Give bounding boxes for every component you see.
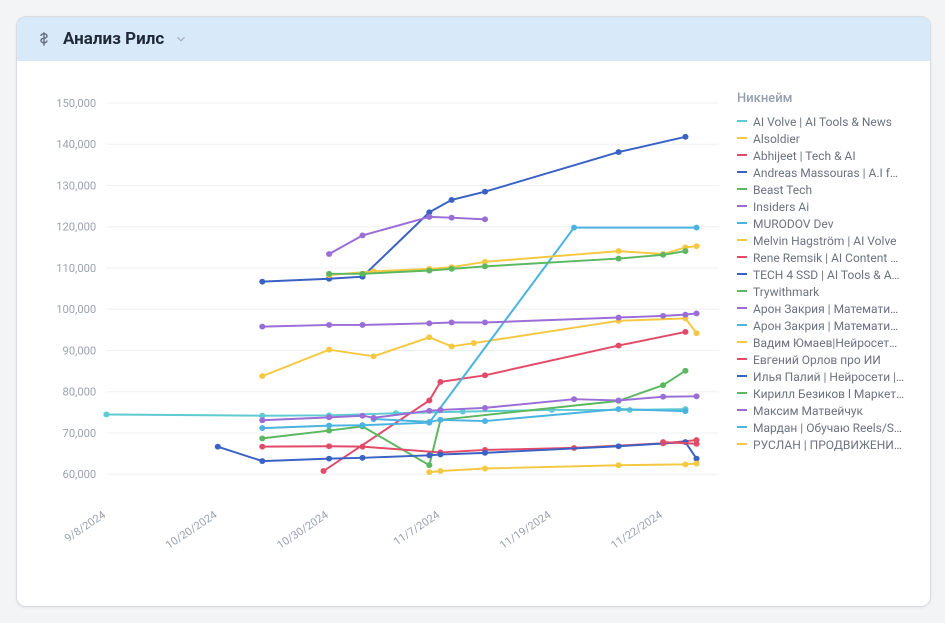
legend-item[interactable]: AI Volve | AI Tools & News — [737, 114, 912, 130]
y-tick-label: 70,000 — [63, 427, 97, 440]
legend-label: Beast Tech — [753, 182, 812, 198]
legend-swatch — [737, 392, 747, 396]
dollar-icon — [35, 30, 53, 48]
x-tick-label: 11/19/2024 — [497, 508, 553, 551]
legend-label: Илья Палий | Нейросети |… — [753, 369, 904, 385]
line-chart: 60,000 70,000 80,000 90,000 100,000 110,000 12… — [35, 85, 729, 573]
legend-item[interactable]: Вадим Юмаев|Нейросет… — [737, 335, 912, 351]
series----------------- — [259, 393, 699, 423]
legend-item[interactable]: MURODOV Dev — [737, 216, 912, 232]
legend-swatch — [737, 154, 747, 158]
legend: Никнейм AI Volve | AI Tools & NewsAlsold… — [737, 85, 912, 573]
legend-label: AI Volve | AI Tools & News — [753, 114, 892, 130]
legend-label: Abhijeet | Tech & AI — [753, 148, 856, 164]
legend-item[interactable]: Trywithmark — [737, 284, 912, 300]
legend-label: Мардан | Обучаю Reels/S… — [753, 420, 902, 436]
chevron-down-icon[interactable] — [174, 32, 188, 46]
legend-label: Евгений Орлов про ИИ — [753, 352, 881, 368]
x-tick-label: 10/30/2024 — [274, 508, 330, 551]
series---------------------- — [426, 461, 699, 476]
legend-swatch — [737, 358, 747, 362]
legend-item[interactable]: TECH 4 SSD | AI Tools & A… — [737, 267, 912, 283]
card-header[interactable]: Анализ Рилс — [17, 17, 930, 61]
legend-item[interactable]: Andreas Massouras | A.I f… — [737, 165, 912, 181]
legend-label: Арон Закрия | Математи… — [753, 318, 898, 334]
legend-label: Insiders Ai — [753, 199, 809, 215]
y-tick-label: 100,000 — [56, 303, 96, 316]
legend-swatch — [737, 239, 747, 243]
series-insiders-ai — [326, 214, 488, 257]
legend-swatch — [737, 273, 747, 277]
legend-label: TECH 4 SSD | AI Tools & A… — [753, 267, 900, 283]
x-tick-label: 11/22/2024 — [608, 508, 664, 551]
y-tick-label: 80,000 — [63, 386, 97, 399]
legend-label: Melvin Hagström | AI Volve — [753, 233, 897, 249]
legend-item[interactable]: Максим Матвейчук — [737, 403, 912, 419]
legend-label: Арон Закрия | Математи… — [753, 301, 898, 317]
legend-item[interactable]: Abhijeet | Tech & AI — [737, 148, 912, 164]
legend-item[interactable]: РУСЛАН | ПРОДВИЖЕНИ… — [737, 437, 912, 453]
legend-label: Alsoldier — [753, 131, 800, 147]
analysis-card: Анализ Рилс 60,000 70,000 80,000 90,000 100,… — [16, 16, 931, 607]
legend-swatch — [737, 443, 747, 447]
plot-area: 60,000 70,000 80,000 90,000 100,000 110,000 12… — [35, 85, 729, 573]
legend-label: РУСЛАН | ПРОДВИЖЕНИ… — [753, 437, 902, 453]
y-tick-label: 120,000 — [56, 221, 96, 234]
legend-item[interactable]: Alsoldier — [737, 131, 912, 147]
x-tick-label: 9/8/2024 — [62, 508, 108, 544]
legend-label: Trywithmark — [753, 284, 819, 300]
legend-swatch — [737, 120, 747, 124]
legend-item[interactable]: Мардан | Обучаю Reels/S… — [737, 420, 912, 436]
y-tick-label: 60,000 — [63, 468, 97, 481]
y-tick-label: 140,000 — [56, 138, 96, 151]
chart-body: 60,000 70,000 80,000 90,000 100,000 110,000 12… — [17, 61, 930, 581]
y-tick-label: 90,000 — [63, 345, 97, 358]
y-tick-label: 130,000 — [56, 180, 96, 193]
legend-items: AI Volve | AI Tools & NewsAlsoldierAbhij… — [737, 114, 912, 453]
legend-item[interactable]: Insiders Ai — [737, 199, 912, 215]
y-tick-label: 110,000 — [56, 262, 96, 275]
legend-item[interactable]: Beast Tech — [737, 182, 912, 198]
legend-swatch — [737, 324, 747, 328]
legend-item[interactable]: Арон Закрия | Математи… — [737, 301, 912, 317]
legend-swatch — [737, 222, 747, 226]
card-title: Анализ Рилс — [63, 29, 164, 49]
legend-item[interactable]: Rene Remsik | AI Content … — [737, 250, 912, 266]
x-tick-label: 11/7/2024 — [391, 508, 442, 548]
series-andreas-massouras---a-i-f- — [259, 134, 688, 285]
legend-label: Вадим Юмаев|Нейросет… — [753, 335, 897, 351]
legend-label: Rene Remsik | AI Content … — [753, 250, 898, 266]
legend-label: Максим Матвейчук — [753, 403, 863, 419]
legend-title: Никнейм — [737, 91, 912, 106]
x-tick-label: 10/20/2024 — [163, 508, 219, 551]
legend-swatch — [737, 307, 747, 311]
legend-item[interactable]: Melvin Hagström | AI Volve — [737, 233, 912, 249]
legend-swatch — [737, 375, 747, 379]
legend-swatch — [737, 256, 747, 260]
legend-item[interactable]: Кирилл Безиков l Маркет… — [737, 386, 912, 402]
legend-swatch — [737, 409, 747, 413]
legend-swatch — [737, 341, 747, 345]
legend-swatch — [737, 426, 747, 430]
legend-swatch — [737, 171, 747, 175]
series-ai-volve---ai-tools---news — [103, 406, 688, 418]
legend-item[interactable]: Евгений Орлов про ИИ — [737, 352, 912, 368]
legend-label: Кирилл Безиков l Маркет… — [753, 386, 904, 402]
y-tick-label: 150,000 — [56, 97, 96, 110]
legend-swatch — [737, 205, 747, 209]
legend-item[interactable]: Арон Закрия | Математи… — [737, 318, 912, 334]
legend-swatch — [737, 137, 747, 141]
legend-label: Andreas Massouras | A.I f… — [753, 165, 898, 181]
legend-item[interactable]: Илья Палий | Нейросети |… — [737, 369, 912, 385]
legend-swatch — [737, 188, 747, 192]
legend-label: MURODOV Dev — [753, 216, 834, 232]
legend-swatch — [737, 290, 747, 294]
